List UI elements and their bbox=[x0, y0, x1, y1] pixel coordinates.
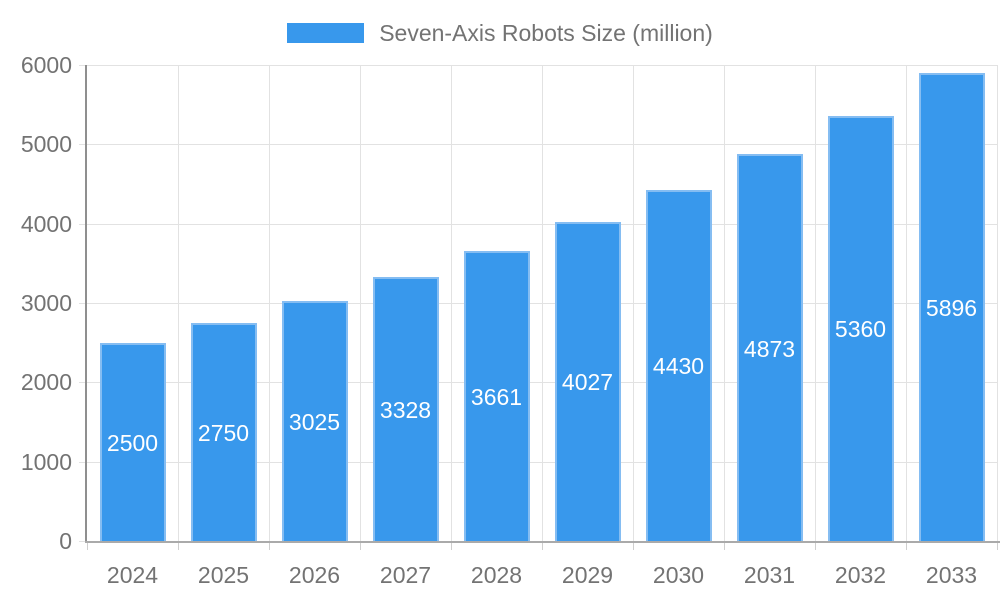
y-axis-tick bbox=[79, 303, 87, 304]
x-axis-label: 2026 bbox=[288, 562, 341, 588]
y-axis-label: 6000 bbox=[20, 52, 72, 78]
gridline-vertical bbox=[633, 65, 634, 541]
y-axis-label: 4000 bbox=[20, 210, 72, 237]
y-axis-line bbox=[85, 65, 87, 543]
bar-value-label: 2500 bbox=[106, 429, 159, 456]
x-axis-tick bbox=[906, 543, 907, 550]
x-axis-label: 2027 bbox=[379, 562, 432, 588]
x-axis-tick bbox=[815, 543, 816, 550]
x-axis-tick bbox=[451, 543, 452, 550]
bar-value-label: 4430 bbox=[652, 353, 705, 380]
x-axis-label: 2024 bbox=[106, 562, 159, 588]
gridline-vertical bbox=[178, 65, 179, 541]
legend-swatch[interactable] bbox=[287, 23, 365, 43]
x-axis-tick bbox=[997, 543, 998, 550]
x-axis-tick bbox=[269, 543, 270, 550]
bar[interactable]: 4873 bbox=[736, 154, 803, 541]
x-axis-tick bbox=[633, 543, 634, 550]
y-axis-tick bbox=[79, 382, 87, 384]
x-axis-label: 2032 bbox=[834, 562, 887, 588]
y-axis-tick bbox=[79, 541, 87, 542]
y-axis-label: 3000 bbox=[20, 290, 72, 316]
y-axis-tick bbox=[79, 461, 87, 463]
legend-label[interactable]: Seven-Axis Robots Size (million) bbox=[379, 19, 713, 46]
bar-value-label: 3025 bbox=[288, 409, 341, 435]
x-axis-tick bbox=[724, 543, 725, 550]
x-axis-line bbox=[85, 541, 1000, 543]
y-axis-label: 5000 bbox=[20, 131, 72, 158]
y-axis-tick bbox=[79, 223, 87, 225]
bar-value-label: 3661 bbox=[470, 383, 523, 410]
bar[interactable]: 5360 bbox=[827, 115, 894, 541]
gridline-vertical bbox=[269, 65, 270, 541]
x-axis-tick bbox=[542, 543, 543, 550]
gridline-vertical bbox=[815, 65, 816, 541]
x-axis-label: 2025 bbox=[197, 562, 250, 588]
x-axis-label: 2029 bbox=[561, 562, 614, 588]
x-axis-label: 2030 bbox=[652, 562, 705, 588]
x-axis-tick bbox=[87, 543, 88, 550]
bar-value-label: 2750 bbox=[197, 419, 250, 446]
x-axis-tick bbox=[360, 543, 361, 550]
bar[interactable]: 2750 bbox=[190, 322, 257, 541]
gridline-vertical bbox=[724, 65, 725, 541]
y-axis-label: 2000 bbox=[20, 369, 72, 396]
gridline-vertical bbox=[360, 65, 361, 541]
bar-value-label: 5896 bbox=[925, 295, 978, 322]
bar[interactable]: 4027 bbox=[554, 221, 621, 541]
y-axis-label: 0 bbox=[59, 528, 72, 554]
gridline-vertical bbox=[451, 65, 452, 541]
legend: Seven-Axis Robots Size (million) bbox=[0, 18, 1000, 48]
y-axis-tick bbox=[79, 65, 87, 66]
bar[interactable]: 2500 bbox=[99, 342, 166, 541]
x-axis-label: 2033 bbox=[925, 562, 978, 588]
y-axis-label: 1000 bbox=[20, 448, 72, 475]
gridline-vertical bbox=[997, 65, 998, 541]
bar[interactable]: 3025 bbox=[281, 301, 348, 541]
bar[interactable]: 4430 bbox=[645, 189, 712, 541]
x-axis-label: 2028 bbox=[470, 562, 523, 588]
bar-value-label: 4873 bbox=[743, 335, 796, 362]
bar-value-label: 4027 bbox=[561, 369, 614, 396]
x-axis-tick bbox=[178, 543, 179, 550]
bar-value-label: 5360 bbox=[834, 316, 887, 343]
gridline-vertical bbox=[542, 65, 543, 541]
bar-value-label: 3328 bbox=[379, 396, 432, 423]
gridline-vertical bbox=[906, 65, 907, 541]
bar[interactable]: 3328 bbox=[372, 276, 439, 541]
bar[interactable]: 3661 bbox=[463, 250, 530, 541]
x-axis-label: 2031 bbox=[743, 562, 796, 588]
y-axis-tick bbox=[79, 144, 87, 146]
bar[interactable]: 5896 bbox=[918, 73, 985, 541]
